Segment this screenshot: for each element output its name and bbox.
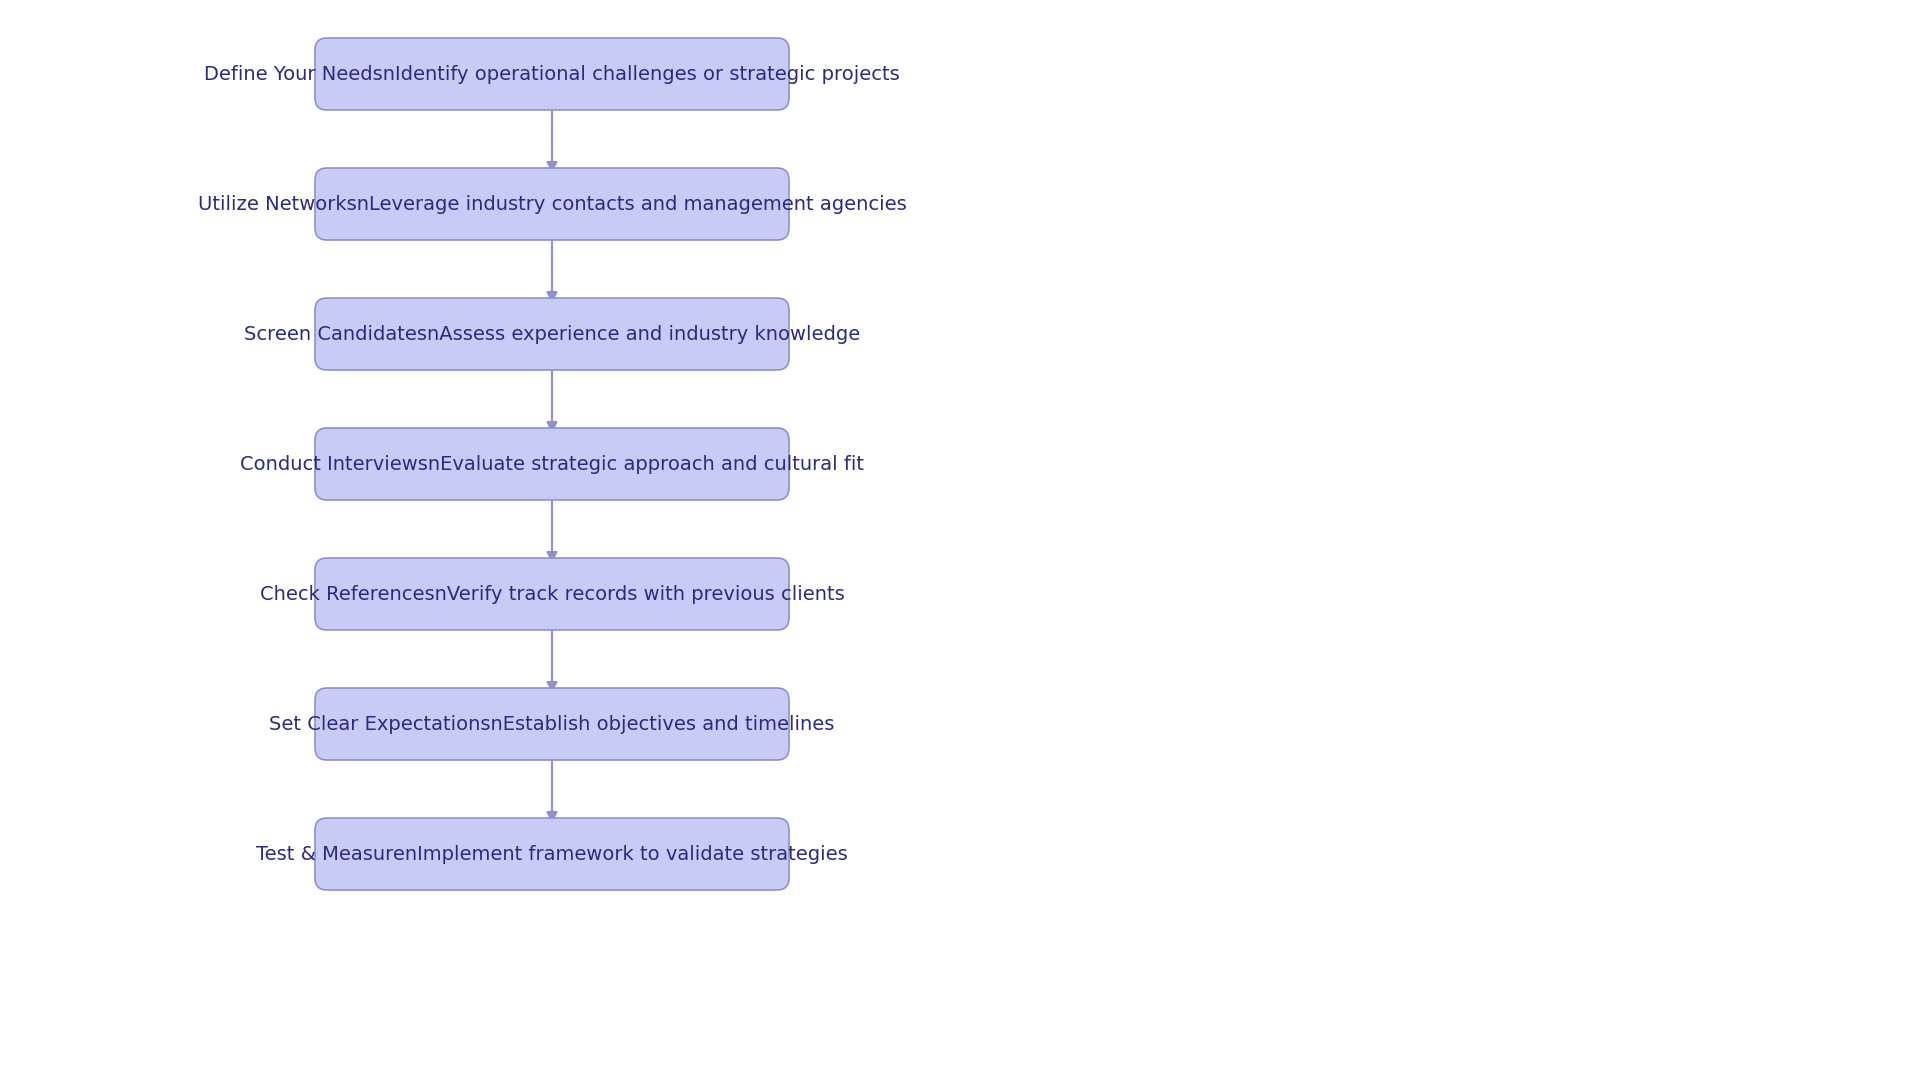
Text: Utilize NetworksnLeverage industry contacts and management agencies: Utilize NetworksnLeverage industry conta… xyxy=(198,195,906,213)
FancyBboxPatch shape xyxy=(315,298,789,370)
FancyBboxPatch shape xyxy=(315,558,789,630)
FancyBboxPatch shape xyxy=(315,818,789,890)
Text: Test & MeasurenImplement framework to validate strategies: Test & MeasurenImplement framework to va… xyxy=(255,845,849,863)
Text: Check ReferencesnVerify track records with previous clients: Check ReferencesnVerify track records wi… xyxy=(259,585,845,603)
FancyBboxPatch shape xyxy=(315,38,789,110)
FancyBboxPatch shape xyxy=(315,428,789,500)
Text: Set Clear ExpectationsnEstablish objectives and timelines: Set Clear ExpectationsnEstablish objecti… xyxy=(269,715,835,733)
Text: Screen CandidatesnAssess experience and industry knowledge: Screen CandidatesnAssess experience and … xyxy=(244,325,860,343)
FancyBboxPatch shape xyxy=(315,688,789,760)
Text: Conduct InterviewsnEvaluate strategic approach and cultural fit: Conduct InterviewsnEvaluate strategic ap… xyxy=(240,455,864,473)
FancyBboxPatch shape xyxy=(315,168,789,240)
Text: Define Your NeedsnIdentify operational challenges or strategic projects: Define Your NeedsnIdentify operational c… xyxy=(204,65,900,83)
